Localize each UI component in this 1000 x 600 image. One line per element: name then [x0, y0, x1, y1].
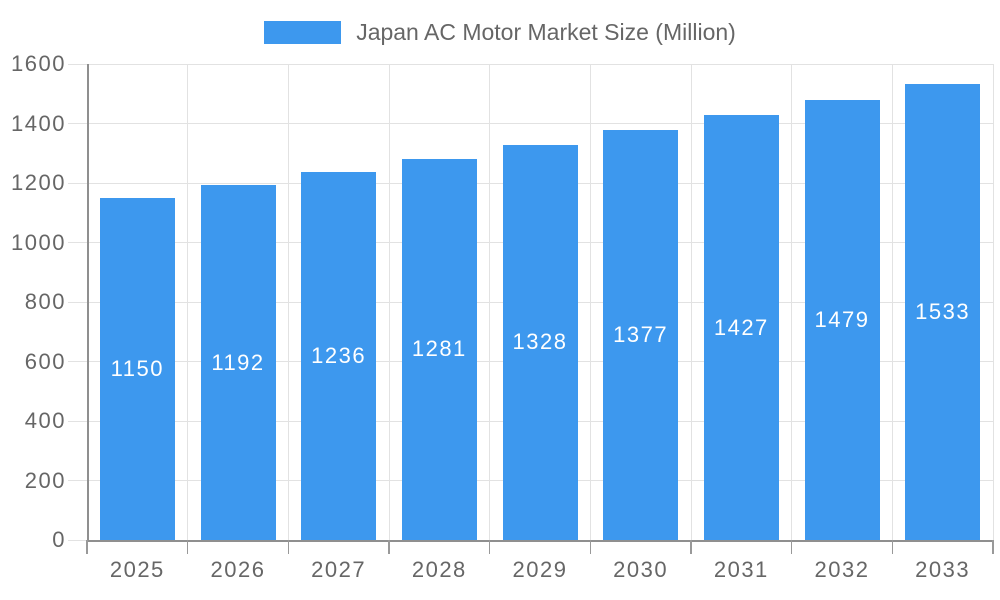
gridline-horizontal	[68, 63, 993, 65]
x-axis-tick	[287, 540, 290, 554]
plot-area: 1150 1192 1236 1281 1328 1377 1427 1479 1533	[68, 63, 994, 541]
bar-value-label: 1427	[713, 314, 769, 340]
y-axis-label: 800	[24, 289, 66, 314]
bar-value-label: 1377	[613, 322, 669, 348]
x-axis-label: 2031	[713, 557, 769, 582]
bar-value-label: 1150	[110, 355, 164, 381]
gridline-vertical	[388, 64, 390, 540]
legend-label[interactable]: Japan AC Motor Market Size (Million)	[356, 18, 736, 45]
y-axis-line	[87, 64, 89, 540]
bar-value-label: 1281	[411, 336, 467, 362]
bar-2026[interactable]: 1192	[200, 185, 276, 540]
x-axis-label: 2027	[311, 557, 367, 582]
gridline-vertical	[489, 64, 491, 540]
bar-value-label: 1236	[311, 343, 367, 369]
x-axis-label: 2025	[109, 557, 165, 582]
bar-value-label: 1328	[512, 329, 568, 355]
bar-2033[interactable]: 1533	[905, 83, 981, 540]
gridline-horizontal	[68, 123, 993, 124]
gridline-vertical	[287, 64, 289, 540]
x-axis-label: 2030	[613, 557, 669, 582]
x-axis-tick	[690, 540, 692, 554]
y-axis-label: 200	[24, 467, 66, 493]
gridline-vertical	[791, 64, 793, 540]
x-axis-tick	[488, 540, 491, 554]
x-axis-label: 2029	[512, 557, 568, 582]
gridline-vertical	[690, 64, 692, 540]
bar-2029[interactable]: 1328	[502, 144, 578, 540]
bar-value-label: 1479	[814, 307, 870, 332]
y-axis-label: 600	[24, 348, 66, 374]
y-axis-label: 1000	[11, 229, 66, 255]
gridline-vertical	[589, 64, 591, 540]
y-axis-label: 1600	[11, 51, 66, 76]
x-axis-tick	[186, 540, 189, 554]
bar-value-label: 1192	[211, 349, 265, 375]
x-axis-label: 2032	[814, 557, 870, 582]
bar-2030[interactable]: 1377	[603, 130, 679, 540]
bar-2032[interactable]: 1479	[804, 100, 880, 540]
x-axis-label: 2033	[915, 557, 971, 582]
gridline-vertical	[891, 64, 893, 540]
x-axis-tick	[86, 540, 88, 554]
y-axis-label: 1400	[11, 110, 66, 136]
x-axis-tick	[790, 540, 793, 554]
x-axis-tick	[589, 540, 592, 554]
legend-swatch[interactable]	[264, 20, 342, 44]
x-axis-label: 2028	[411, 557, 467, 582]
x-axis-tick	[388, 540, 390, 554]
bar-value-label: 1533	[915, 298, 971, 324]
x-axis-tick	[992, 540, 994, 554]
bar-2028[interactable]: 1281	[401, 158, 477, 540]
x-axis-tick	[891, 540, 894, 554]
bar-2025[interactable]: 1150	[99, 197, 175, 540]
y-axis-label: 400	[24, 408, 66, 433]
bar-2031[interactable]: 1427	[703, 115, 779, 540]
x-axis-line	[87, 540, 993, 542]
y-axis-label: 0	[52, 527, 66, 552]
legend: Japan AC Motor Market Size (Million)	[0, 19, 1000, 45]
y-axis-label: 1200	[11, 170, 66, 195]
gridline-vertical	[992, 64, 994, 540]
bar-2027[interactable]: 1236	[301, 172, 377, 540]
gridline-vertical	[187, 64, 189, 540]
x-axis-label: 2026	[210, 557, 266, 582]
